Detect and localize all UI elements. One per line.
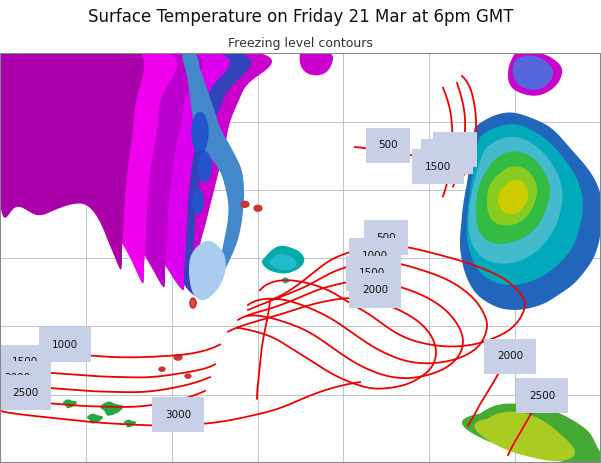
Polygon shape (498, 180, 528, 214)
Polygon shape (241, 201, 249, 207)
Text: 2500: 2500 (529, 391, 555, 401)
Polygon shape (199, 152, 211, 181)
Polygon shape (254, 205, 262, 211)
Polygon shape (0, 45, 177, 283)
Text: 2500: 2500 (12, 388, 38, 398)
Text: 1000: 1000 (52, 339, 78, 350)
Text: 500: 500 (445, 144, 465, 154)
Polygon shape (487, 166, 537, 225)
Text: 1000: 1000 (434, 152, 460, 162)
Polygon shape (513, 56, 553, 90)
Polygon shape (476, 151, 550, 244)
Polygon shape (190, 298, 196, 308)
Polygon shape (269, 254, 296, 270)
Polygon shape (299, 51, 333, 75)
Polygon shape (460, 113, 601, 310)
Text: 2000: 2000 (362, 285, 388, 295)
Polygon shape (282, 277, 289, 283)
Polygon shape (102, 402, 123, 415)
Polygon shape (0, 47, 230, 290)
Polygon shape (0, 46, 203, 287)
Text: 500: 500 (378, 140, 398, 150)
Text: 1500: 1500 (425, 162, 451, 172)
Polygon shape (262, 246, 304, 274)
Text: 1500: 1500 (359, 269, 385, 278)
Text: 3000: 3000 (165, 410, 191, 419)
Text: Surface Temperature on Friday 21 Mar at 6pm GMT: Surface Temperature on Friday 21 Mar at … (88, 8, 513, 26)
Polygon shape (174, 355, 182, 360)
Text: Freezing level contours: Freezing level contours (228, 37, 373, 50)
Polygon shape (466, 124, 583, 285)
Polygon shape (474, 412, 575, 461)
Polygon shape (124, 420, 135, 427)
Polygon shape (88, 414, 102, 423)
Text: 1500: 1500 (12, 357, 38, 367)
Polygon shape (182, 51, 244, 297)
Text: 500: 500 (376, 233, 396, 243)
Polygon shape (159, 367, 165, 371)
Text: 1000: 1000 (362, 250, 388, 261)
Polygon shape (508, 52, 562, 96)
Polygon shape (0, 8, 144, 269)
Text: 2000: 2000 (4, 373, 30, 383)
Polygon shape (193, 189, 203, 213)
Polygon shape (468, 137, 563, 263)
Polygon shape (185, 374, 191, 378)
Polygon shape (0, 48, 272, 295)
Polygon shape (192, 113, 208, 152)
Polygon shape (189, 241, 226, 300)
Polygon shape (0, 47, 251, 293)
Polygon shape (462, 404, 601, 463)
Text: 2000: 2000 (497, 351, 523, 361)
Polygon shape (64, 400, 76, 407)
